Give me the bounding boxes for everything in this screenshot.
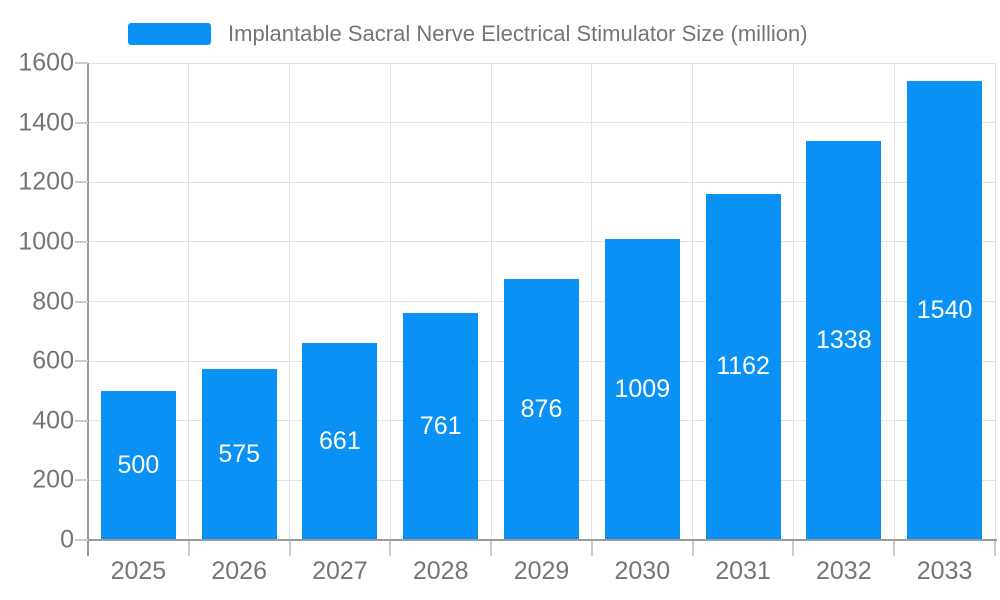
bar-2033[interactable]: 1540 <box>907 80 983 540</box>
y-axis-tick <box>75 419 88 422</box>
bar-value-label: 761 <box>419 412 462 441</box>
legend-item[interactable]: Implantable Sacral Nerve Electrical Stim… <box>128 21 808 47</box>
x-axis-tick <box>389 541 392 556</box>
x-axis-label-2029: 2029 <box>513 557 570 585</box>
x-axis-tick <box>288 541 291 556</box>
y-axis-tick <box>75 360 88 363</box>
h-gridline-1000 <box>88 241 995 243</box>
bar-value-label: 1162 <box>716 352 770 381</box>
v-gridline-5 <box>591 63 593 540</box>
x-axis-tick <box>590 541 593 556</box>
bar-value-label: 876 <box>520 394 563 423</box>
y-axis-label-1200: 1200 <box>18 167 74 196</box>
y-axis-label-1400: 1400 <box>18 108 74 137</box>
h-gridline-1600 <box>88 62 995 64</box>
y-axis-label-200: 200 <box>32 465 74 494</box>
h-gridline-1400 <box>88 122 995 124</box>
x-axis-tick <box>691 541 694 556</box>
y-axis-label-1600: 1600 <box>18 48 74 77</box>
bar-value-label: 500 <box>117 450 160 479</box>
y-axis-tick <box>75 300 88 303</box>
bar-value-label: 1540 <box>916 295 973 324</box>
legend-label: Implantable Sacral Nerve Electrical Stim… <box>228 21 808 46</box>
y-axis-label-600: 600 <box>32 346 74 375</box>
bar-2026[interactable]: 575 <box>201 368 277 540</box>
v-gridline-7 <box>792 63 794 540</box>
y-axis-tick <box>75 181 88 184</box>
v-gridline-3 <box>389 63 391 540</box>
x-axis-label-2033: 2033 <box>916 557 973 585</box>
x-axis-label-2027: 2027 <box>312 557 368 585</box>
y-axis-line <box>87 63 89 556</box>
bar-value-label: 1338 <box>815 326 872 355</box>
y-axis-label-800: 800 <box>32 287 74 315</box>
x-axis-label-2030: 2030 <box>614 557 671 585</box>
x-axis-tick <box>994 541 996 556</box>
x-axis-label-2025: 2025 <box>110 557 167 585</box>
v-gridline-2 <box>289 63 291 540</box>
x-axis-tick <box>187 541 190 556</box>
bar-value-label: 1009 <box>614 375 671 404</box>
y-axis-label-400: 400 <box>32 406 74 435</box>
x-axis-tick <box>792 541 795 556</box>
bar-2029[interactable]: 876 <box>504 278 579 540</box>
v-gridline-8 <box>893 63 895 540</box>
x-axis-label-2032: 2032 <box>815 557 872 585</box>
y-axis-tick <box>75 121 88 124</box>
y-axis-tick <box>75 479 88 482</box>
bar-2028[interactable]: 761 <box>403 313 479 540</box>
bar-2030[interactable]: 1009 <box>604 239 680 540</box>
bar-value-label: 575 <box>218 439 261 468</box>
y-axis-tick <box>75 539 88 541</box>
y-axis-label-1000: 1000 <box>18 227 74 256</box>
x-axis-line <box>87 539 997 541</box>
bar-value-label: 661 <box>319 426 361 455</box>
y-axis-tick <box>75 62 88 64</box>
bar-2027[interactable]: 661 <box>302 342 378 540</box>
h-gridline-1200 <box>88 181 995 183</box>
y-axis-label-0: 0 <box>60 525 74 554</box>
x-axis-tick <box>893 541 896 556</box>
v-gridline-1 <box>188 63 190 540</box>
x-axis-label-2026: 2026 <box>211 557 267 585</box>
bar-2032[interactable]: 1338 <box>806 141 882 540</box>
x-axis-tick <box>490 541 493 556</box>
legend-swatch <box>128 23 211 45</box>
y-axis-tick <box>75 240 88 243</box>
x-axis-label-2031: 2031 <box>715 557 771 585</box>
v-gridline-6 <box>692 63 694 540</box>
bar-2031[interactable]: 1162 <box>705 193 781 540</box>
x-axis-label-2028: 2028 <box>412 557 469 585</box>
v-gridline-4 <box>490 63 492 540</box>
v-gridline-9 <box>994 63 996 540</box>
plot-area: 500 575 661 761 876 1009 1162 1338 1540 <box>88 62 996 540</box>
bar-2025[interactable]: 500 <box>100 390 176 540</box>
